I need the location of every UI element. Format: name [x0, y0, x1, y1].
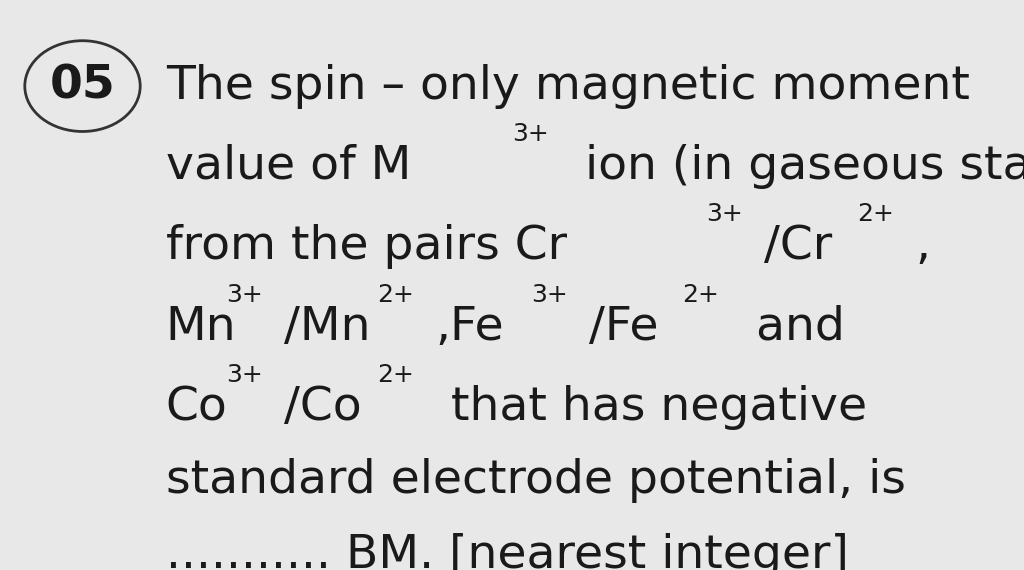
Text: /Cr: /Cr: [764, 225, 833, 270]
Text: /Fe: /Fe: [589, 305, 658, 350]
Text: 2+: 2+: [857, 202, 894, 226]
Text: 3+: 3+: [512, 122, 549, 146]
Text: 05: 05: [49, 64, 116, 109]
Text: 3+: 3+: [706, 202, 742, 226]
Text: standard electrode potential, is: standard electrode potential, is: [166, 458, 905, 503]
Text: 2+: 2+: [378, 283, 415, 307]
Text: from the pairs Cr: from the pairs Cr: [166, 225, 567, 270]
Text: ,Fe: ,Fe: [436, 305, 505, 350]
Text: 3+: 3+: [226, 283, 263, 307]
Text: /Mn: /Mn: [285, 305, 371, 350]
Text: Co: Co: [166, 385, 227, 430]
Text: Mn: Mn: [166, 305, 237, 350]
Text: 3+: 3+: [226, 363, 263, 387]
Text: ion (in gaseous state): ion (in gaseous state): [570, 144, 1024, 189]
Text: 2+: 2+: [378, 363, 415, 387]
Text: and: and: [740, 305, 845, 350]
Text: ,: ,: [915, 225, 931, 270]
Text: that has negative: that has negative: [436, 385, 867, 430]
Text: ........... BM. [nearest integer]: ........... BM. [nearest integer]: [166, 533, 849, 570]
Text: 2+: 2+: [683, 283, 720, 307]
Text: 3+: 3+: [531, 283, 568, 307]
FancyBboxPatch shape: [10, 6, 1014, 524]
Text: /Co: /Co: [285, 385, 361, 430]
Text: The spin – only magnetic moment: The spin – only magnetic moment: [166, 64, 970, 109]
Text: value of M: value of M: [166, 144, 412, 189]
